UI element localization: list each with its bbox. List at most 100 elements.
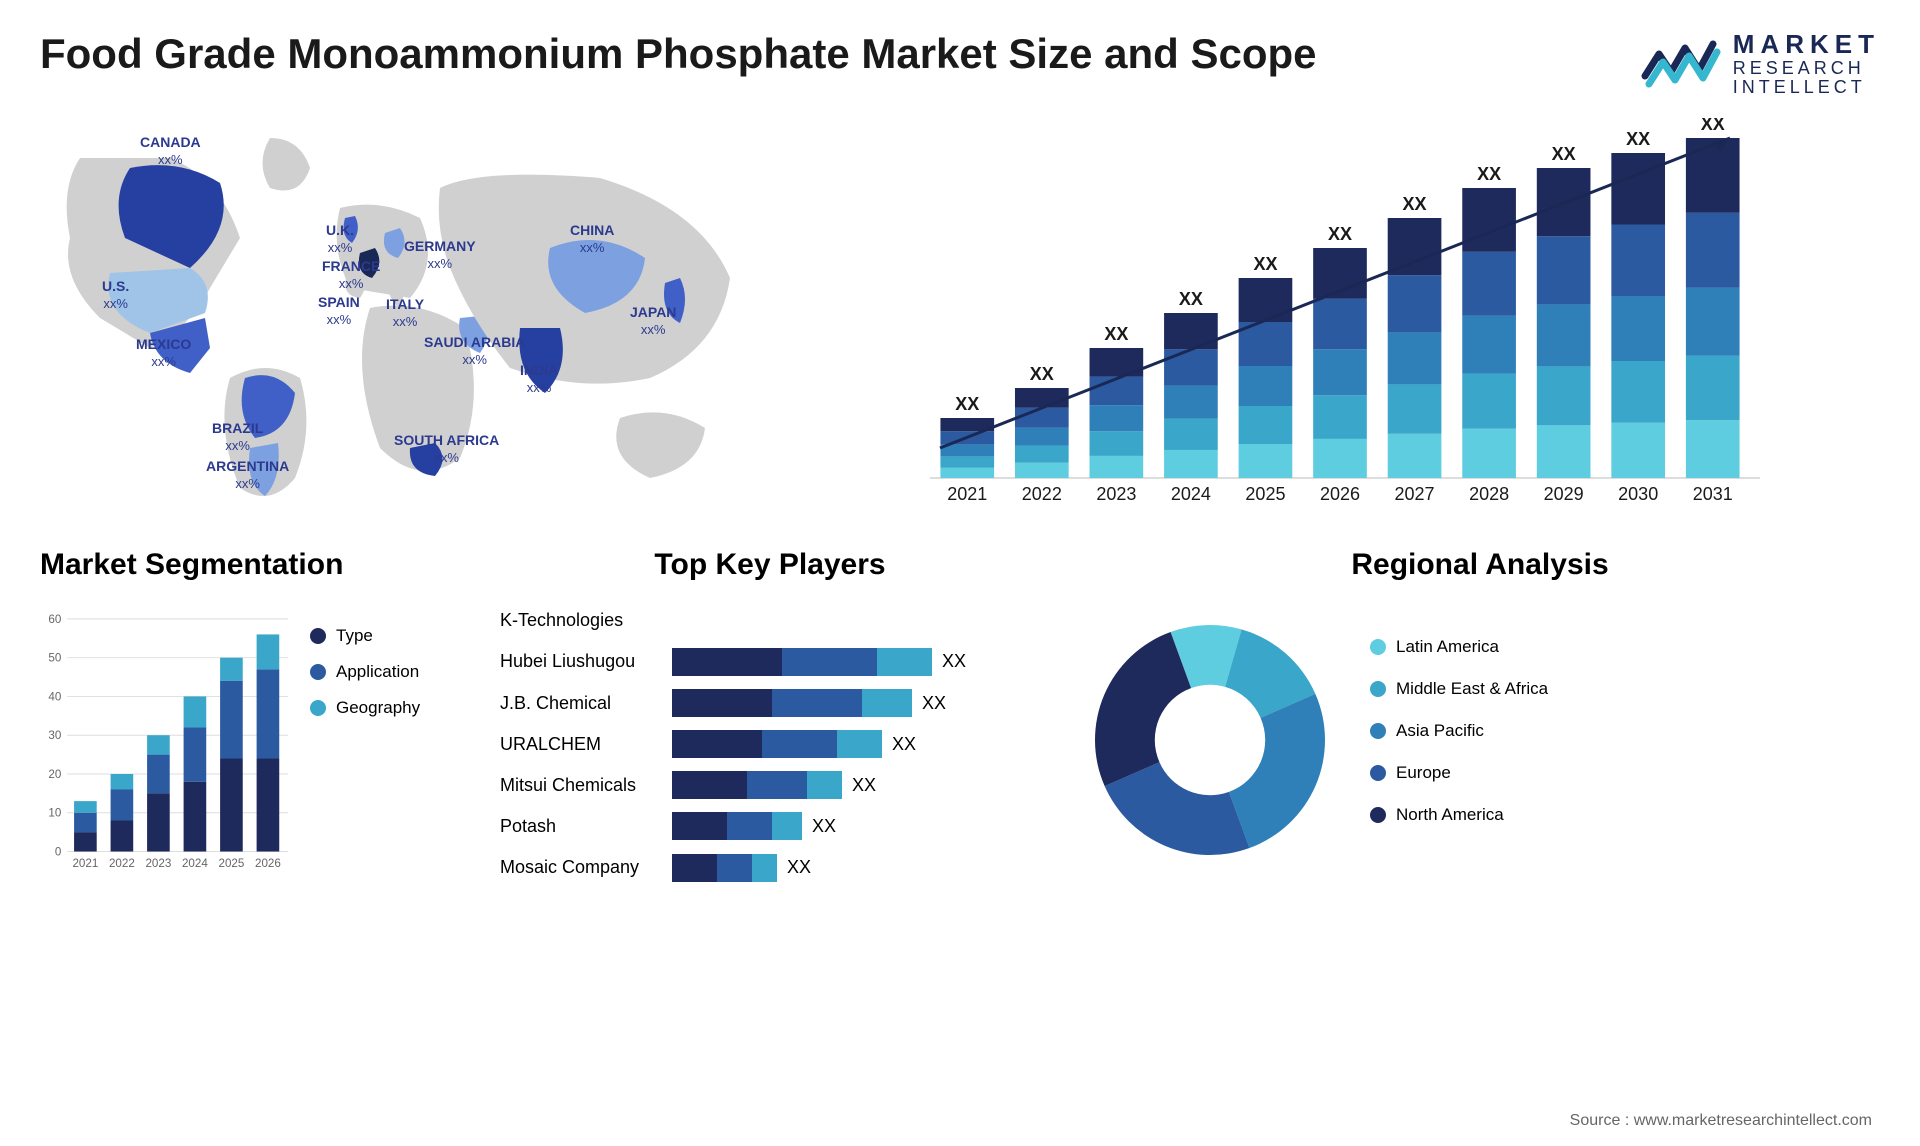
svg-text:XX: XX [1253,254,1277,274]
forecast-chart-panel: XX2021XX2022XX2023XX2024XX2025XX2026XX20… [800,118,1880,508]
key-players-chart: K-TechnologiesHubei LiushugouXXJ.B. Chem… [500,596,1040,888]
svg-text:30: 30 [48,729,61,742]
legend-item: Application [310,662,460,682]
legend-item: Geography [310,698,460,718]
player-name: Mosaic Company [500,857,660,878]
player-value: XX [942,651,966,672]
svg-text:2024: 2024 [182,857,208,870]
key-players-panel: Top Key Players K-Technologies Hubei Lius… [500,548,1040,888]
legend-item: Asia Pacific [1370,721,1880,741]
player-row: Mosaic Company XX [500,851,1040,885]
svg-text:10: 10 [48,807,61,820]
legend-item: Latin America [1370,637,1880,657]
player-value: XX [812,816,836,837]
regional-panel: Regional Analysis Latin America Middle Ea… [1080,548,1880,888]
player-bar [672,648,932,676]
svg-text:2023: 2023 [145,857,171,870]
svg-text:40: 40 [48,691,61,704]
key-players-title: Top Key Players [654,548,885,582]
player-value: XX [852,775,876,796]
player-name: K-Technologies [500,610,660,631]
player-bar [672,854,777,882]
svg-text:50: 50 [48,652,61,665]
svg-text:60: 60 [48,613,61,626]
segmentation-title: Market Segmentation [40,548,460,582]
player-row: Hubei Liushugou XX [500,645,1040,679]
player-value: XX [787,857,811,878]
legend-item: North America [1370,805,1880,825]
map-label: SOUTH AFRICAxx% [394,432,499,466]
page-title: Food Grade Monoammonium Phosphate Market… [40,30,1317,78]
legend-item: Type [310,626,460,646]
svg-text:2025: 2025 [1245,484,1285,504]
svg-text:XX: XX [955,394,979,414]
svg-text:XX: XX [1701,118,1725,134]
map-label: SPAINxx% [318,294,360,328]
logo: MARKET RESEARCH INTELLECT [1641,30,1880,98]
map-label: CHINAxx% [570,222,614,256]
svg-text:XX: XX [1552,144,1576,164]
logo-line1: MARKET [1733,30,1880,59]
map-label: FRANCExx% [322,258,380,292]
logo-line2: RESEARCH [1733,59,1880,79]
player-row: K-Technologies [500,604,1040,638]
segmentation-legend: Type Application Geography [310,596,460,888]
regional-legend: Latin America Middle East & Africa Asia Pa… [1370,637,1880,847]
player-name: Potash [500,816,660,837]
logo-mark-icon [1641,36,1721,92]
player-row: Mitsui Chemicals XX [500,768,1040,802]
svg-text:2023: 2023 [1096,484,1136,504]
player-row: J.B. Chemical XX [500,686,1040,720]
bottom-row: Market Segmentation 01020304050602021202… [40,548,1880,888]
svg-text:2024: 2024 [1171,484,1211,504]
svg-text:XX: XX [1030,364,1054,384]
map-label: CANADAxx% [140,134,201,168]
player-name: Hubei Liushugou [500,651,660,672]
regional-donut-chart [1080,610,1340,875]
svg-text:XX: XX [1626,129,1650,149]
header: Food Grade Monoammonium Phosphate Market… [40,30,1880,98]
player-name: Mitsui Chemicals [500,775,660,796]
map-label: INDIAxx% [520,362,558,396]
svg-text:XX: XX [1104,324,1128,344]
player-bar [672,730,882,758]
svg-text:2029: 2029 [1544,484,1584,504]
legend-item: Middle East & Africa [1370,679,1880,699]
svg-text:2022: 2022 [109,857,135,870]
world-map-panel: CANADAxx%U.S.xx%MEXICOxx%BRAZILxx%ARGENT… [40,118,760,508]
svg-text:2026: 2026 [255,857,281,870]
map-label: U.S.xx% [102,278,129,312]
svg-text:XX: XX [1328,224,1352,244]
forecast-bar-chart: XX2021XX2022XX2023XX2024XX2025XX2026XX20… [800,118,1880,508]
player-row: Potash XX [500,809,1040,843]
player-name: J.B. Chemical [500,693,660,714]
svg-text:2022: 2022 [1022,484,1062,504]
svg-text:20: 20 [48,768,61,781]
svg-text:2021: 2021 [72,857,98,870]
regional-title: Regional Analysis [1351,548,1608,582]
map-label: BRAZILxx% [212,420,263,454]
svg-text:2025: 2025 [218,857,244,870]
svg-text:XX: XX [1179,289,1203,309]
map-label: ITALYxx% [386,296,424,330]
player-bar [672,812,802,840]
svg-text:XX: XX [1477,164,1501,184]
svg-text:2031: 2031 [1693,484,1733,504]
player-value: XX [892,734,916,755]
svg-text:2027: 2027 [1395,484,1435,504]
segmentation-chart: 0102030405060202120222023202420252026 [40,596,292,888]
map-label: MEXICOxx% [136,336,191,370]
map-label: SAUDI ARABIAxx% [424,334,525,368]
source-label: Source : www.marketresearchintellect.com [1570,1112,1872,1130]
segmentation-panel: Market Segmentation 01020304050602021202… [40,548,460,888]
legend-item: Europe [1370,763,1880,783]
map-label: JAPANxx% [630,304,676,338]
svg-text:XX: XX [1403,194,1427,214]
svg-text:2030: 2030 [1618,484,1658,504]
player-row: URALCHEMXX [500,727,1040,761]
player-bar [672,689,912,717]
top-row: CANADAxx%U.S.xx%MEXICOxx%BRAZILxx%ARGENT… [40,118,1880,508]
svg-text:2028: 2028 [1469,484,1509,504]
player-value: XX [922,693,946,714]
map-label: U.K.xx% [326,222,354,256]
